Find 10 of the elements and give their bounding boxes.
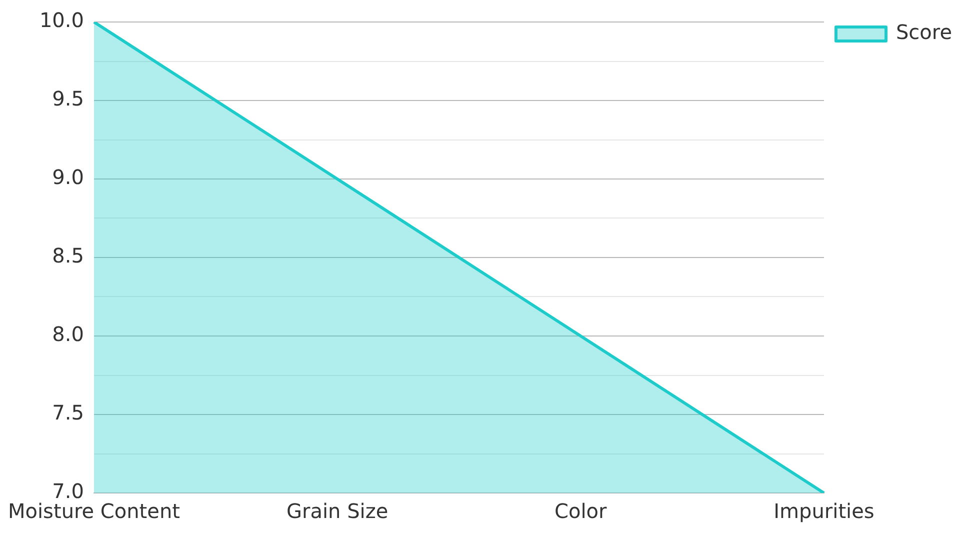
y-tick-label: 8.5 bbox=[52, 244, 84, 268]
y-tick-label: 9.5 bbox=[52, 86, 84, 111]
x-tick-label: Grain Size bbox=[286, 499, 388, 524]
y-tick-label: 8.0 bbox=[52, 322, 84, 346]
x-tick-label: Color bbox=[554, 499, 608, 524]
y-tick-label: 9.0 bbox=[52, 165, 84, 190]
legend-label: Score bbox=[896, 20, 952, 44]
y-tick-label: 10.0 bbox=[39, 8, 84, 32]
x-tick-label: Impurities bbox=[774, 499, 874, 524]
y-tick-label: 7.5 bbox=[52, 400, 84, 425]
